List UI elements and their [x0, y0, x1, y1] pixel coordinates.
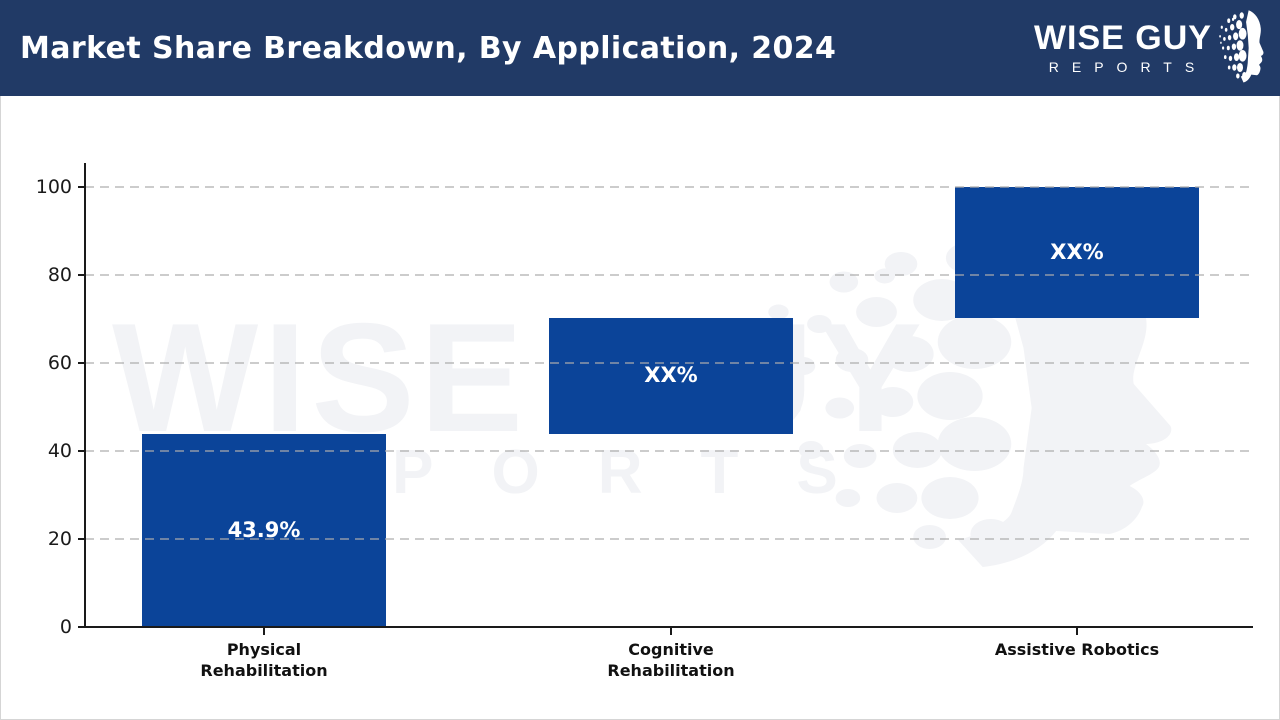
x-category-label: Cognitive Rehabilitation	[607, 640, 735, 680]
y-tick-label: 100	[35, 176, 72, 198]
brand-logo: WISE GUY REPORTS	[1034, 8, 1266, 88]
y-axis-line	[84, 163, 86, 628]
bar-value-label: XX%	[644, 363, 698, 388]
bar-segment	[142, 433, 386, 627]
gridline	[85, 450, 1253, 452]
x-category-label: Physical Rehabilitation	[200, 640, 328, 680]
bar-value-label: XX%	[1050, 240, 1104, 264]
x-tick	[670, 628, 672, 635]
y-tick-label: 20	[47, 528, 72, 550]
bar-segment	[955, 187, 1199, 319]
brand-text: WISE GUY REPORTS	[1034, 20, 1212, 76]
y-tick	[78, 274, 85, 276]
gridline	[85, 274, 1253, 276]
y-tick-label: 40	[47, 440, 72, 462]
y-tick	[78, 450, 85, 452]
y-tick	[78, 362, 85, 364]
x-axis-line	[84, 626, 1253, 628]
y-tick	[78, 538, 85, 540]
x-tick	[1076, 628, 1078, 635]
brand-face-icon	[1219, 10, 1264, 83]
brand-subtitle: REPORTS	[1048, 59, 1208, 75]
x-category-label: Assistive Robotics	[994, 640, 1160, 659]
bar-segment	[549, 318, 793, 434]
gridline	[85, 186, 1253, 188]
brand-name: WISE GUY	[1033, 19, 1212, 57]
y-tick	[78, 186, 85, 188]
x-tick	[263, 628, 265, 635]
y-tick-label: 0	[59, 616, 72, 638]
y-tick-label: 60	[47, 352, 72, 374]
gridline	[85, 538, 1253, 540]
chart-title: Market Share Breakdown, By Application, …	[20, 30, 837, 66]
y-tick	[78, 626, 85, 628]
gridline	[85, 362, 1253, 364]
y-tick-label: 80	[47, 264, 72, 286]
bar-value-label: 43.9%	[227, 517, 301, 542]
header-bar: Market Share Breakdown, By Application, …	[0, 0, 1280, 96]
